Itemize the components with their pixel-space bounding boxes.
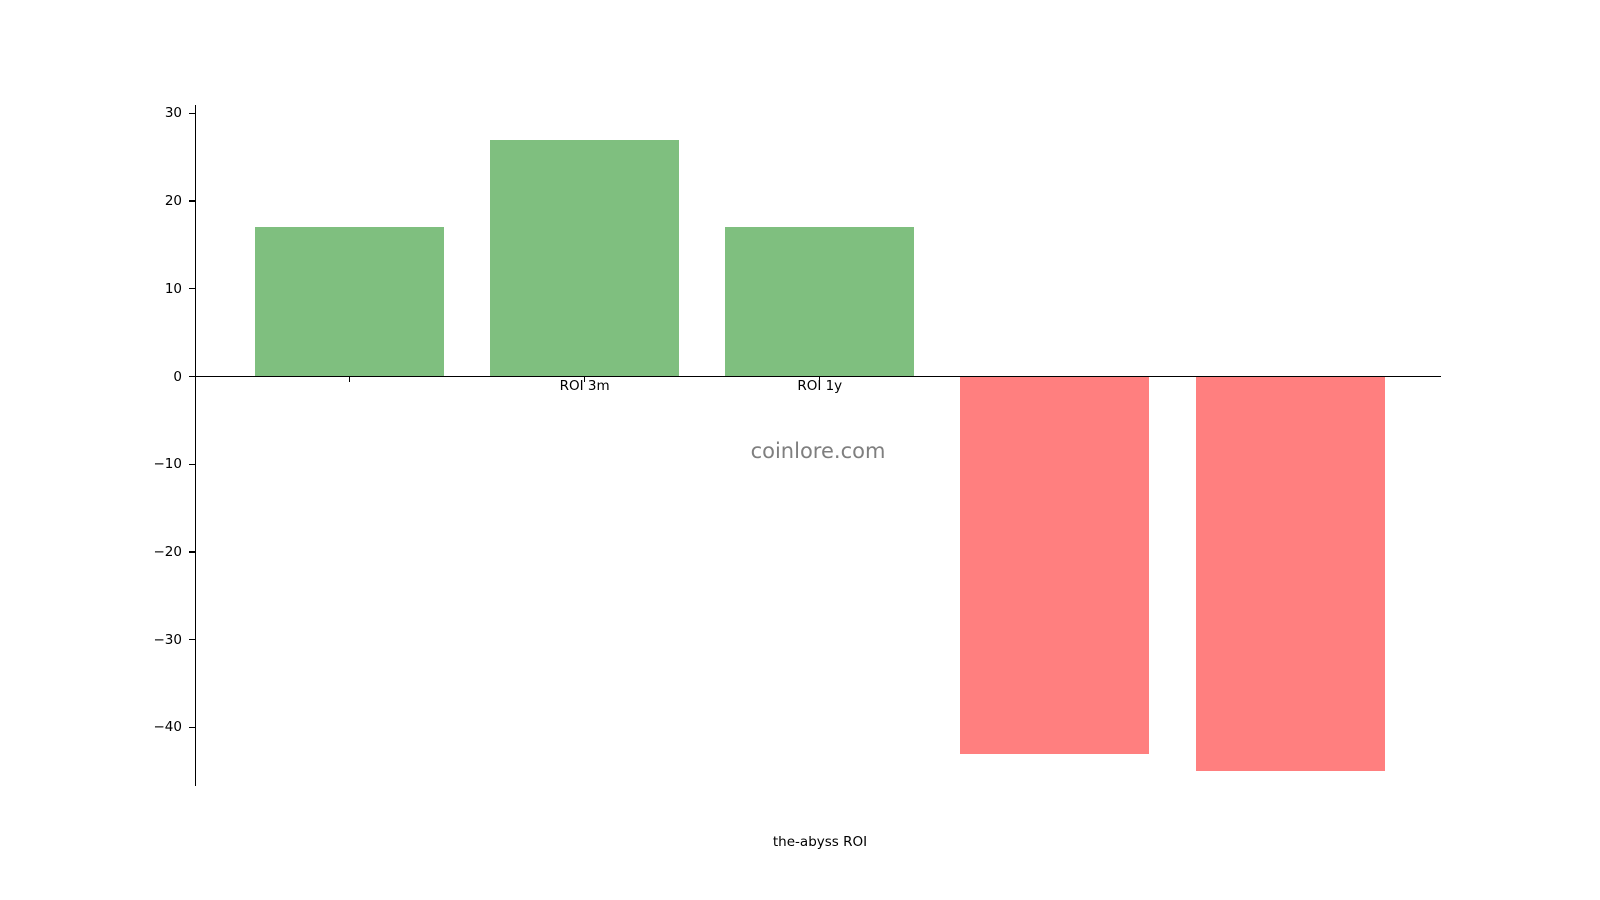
x-tick-label: ROI 1y <box>797 378 843 394</box>
x-tick <box>819 376 821 382</box>
bar-ROI 1y <box>725 227 915 377</box>
bar-ROI 3m <box>490 139 680 377</box>
bar-series-1 <box>255 227 444 377</box>
y-tick-label: −20 <box>153 543 183 560</box>
y-tick <box>189 112 196 115</box>
x-tick-label: ROI 3m <box>559 378 610 394</box>
y-tick-label: 0 <box>173 368 182 385</box>
y-tick <box>189 638 196 641</box>
x-tick <box>348 376 351 382</box>
watermark: coinlore.com <box>750 439 886 463</box>
x-axis-title: the-abyss ROI <box>772 834 868 850</box>
y-axis-spine <box>194 105 196 786</box>
bar-series-4 <box>960 376 1150 754</box>
zero-baseline <box>196 375 1441 378</box>
y-tick <box>189 726 196 728</box>
bar-series-5 <box>1195 376 1385 772</box>
y-tick-label: 10 <box>164 280 182 297</box>
y-tick <box>189 551 196 553</box>
y-tick <box>189 463 196 465</box>
y-tick-label: −40 <box>153 719 183 736</box>
y-tick-label: −30 <box>153 631 183 648</box>
x-tick <box>583 376 586 382</box>
y-tick-label: −10 <box>153 456 183 473</box>
y-tick-label: 20 <box>164 193 182 210</box>
y-tick <box>189 375 196 378</box>
y-tick <box>189 288 196 290</box>
y-tick-label: 30 <box>164 105 182 122</box>
y-tick <box>189 200 196 202</box>
